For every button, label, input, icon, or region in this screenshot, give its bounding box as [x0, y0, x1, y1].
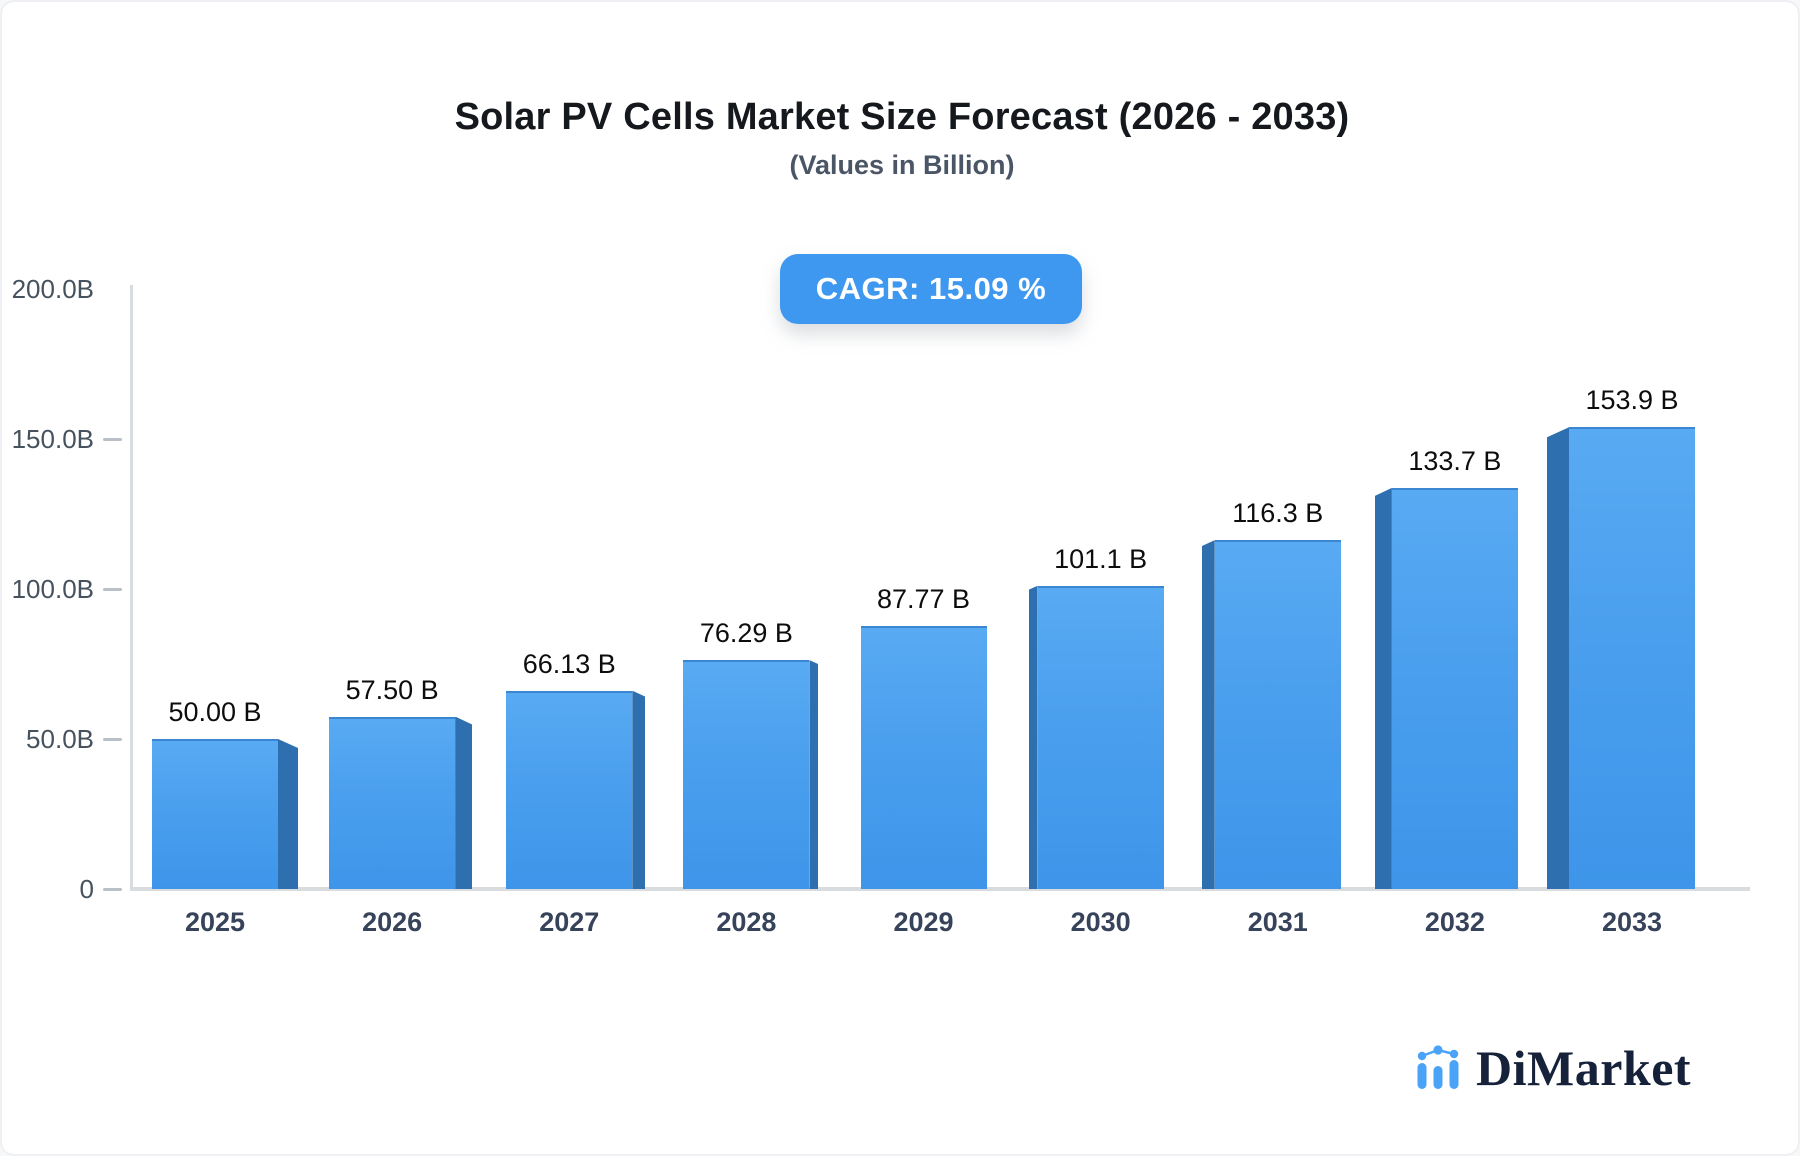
y-tick-label: 200.0B [11, 274, 94, 304]
chart-title: Solar PV Cells Market Size Forecast (202… [454, 96, 1350, 138]
bar-value-label-2029: 87.77 B [876, 583, 971, 614]
bar-side-2033 [1547, 427, 1569, 889]
x-axis-label-2032: 2032 [1424, 907, 1485, 937]
x-axis-label-2027: 2027 [539, 907, 600, 937]
x-axis-label-2025: 2025 [184, 907, 246, 937]
x-axis-label-2026: 2026 [362, 907, 423, 937]
bar-side-2025 [278, 739, 298, 889]
x-axis-label-2028: 2028 [716, 907, 777, 937]
bar-value-label-2028: 76.29 B [699, 618, 793, 649]
bar-2032 [1391, 487, 1518, 889]
bar-side-2028 [809, 660, 819, 889]
chart-subtitle: (Values in Billion) [789, 150, 1015, 180]
bar-2027 [506, 690, 633, 889]
bar-side-2030 [1028, 585, 1038, 889]
brand-name: DiMarket [1476, 1040, 1692, 1096]
bar-side-2032 [1374, 487, 1392, 889]
cagr-badge-label: CAGR: 15.09 % [815, 271, 1047, 306]
bar-value-label-2031: 116.3 B [1232, 498, 1324, 529]
y-tick-label: 50.0B [26, 724, 94, 754]
x-axis-label-2030: 2030 [1070, 907, 1131, 937]
y-tick-mark [103, 888, 122, 891]
bar-2030 [1037, 585, 1164, 889]
y-axis-line [130, 285, 133, 891]
bar-value-label-2025: 50.00 B [168, 697, 262, 727]
x-axis-label-2031: 2031 [1247, 907, 1308, 937]
bar-value-label-2032: 133.7 B [1408, 445, 1502, 476]
bar-2028 [683, 660, 810, 889]
x-axis-label-2033: 2033 [1601, 907, 1663, 937]
bar-value-label-2033: 153.9 B [1585, 385, 1679, 416]
bar-2031 [1214, 540, 1341, 889]
y-tick-mark [103, 588, 122, 591]
x-axis-label-2029: 2029 [893, 907, 954, 937]
bar-side-2027 [632, 690, 646, 889]
bar-2026 [329, 716, 456, 889]
brand-logo: DiMarket [1416, 1040, 1691, 1096]
bar-side-2026 [455, 716, 473, 889]
bar-2033 [1569, 427, 1695, 889]
y-tick-label: 0 [79, 874, 94, 904]
bar-2025 [152, 739, 278, 889]
y-tick-label: 150.0B [11, 424, 94, 454]
y-tick-mark [103, 438, 122, 441]
bar-line-chart-icon [1417, 1045, 1459, 1089]
bar-value-label-2030: 101.1 B [1054, 543, 1148, 574]
x-axis-line [130, 887, 1750, 891]
bar-2029 [860, 625, 987, 889]
cagr-badge: CAGR: 15.09 % [780, 254, 1082, 324]
bar-value-label-2026: 57.50 B [345, 674, 439, 705]
y-tick-label: 100.0B [11, 574, 94, 604]
y-tick-mark [103, 738, 122, 741]
bar-side-2031 [1201, 540, 1215, 889]
bar-value-label-2027: 66.13 B [522, 648, 616, 679]
